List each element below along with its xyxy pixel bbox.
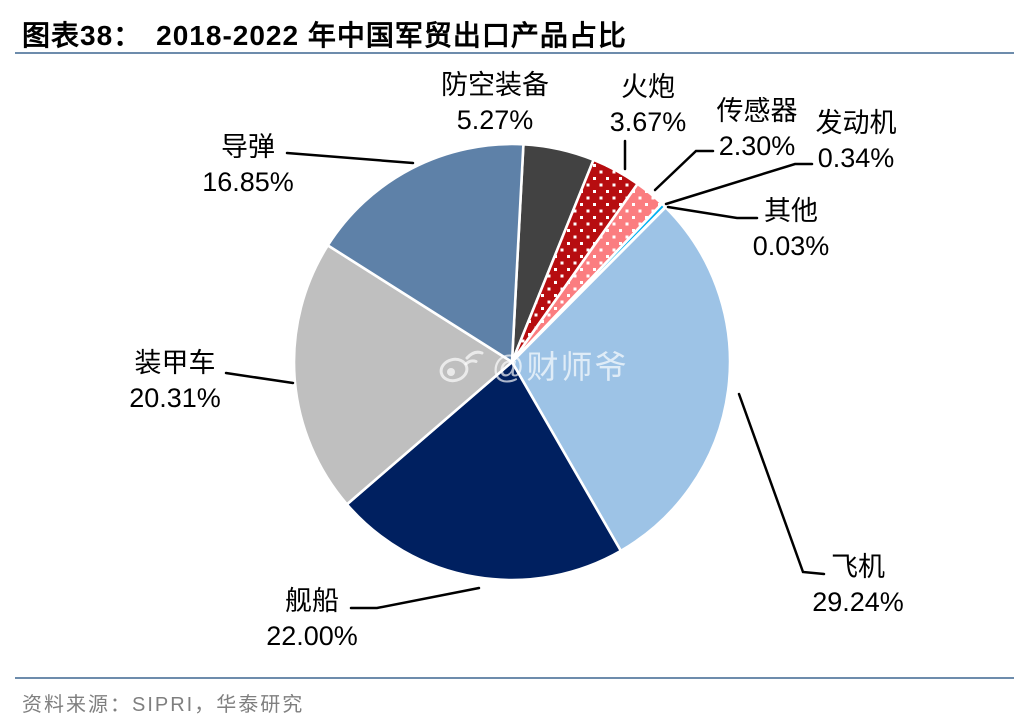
leader-line-armored_vehicles — [224, 371, 295, 385]
pie-slice-missiles — [326, 142, 525, 364]
footer-rule — [15, 677, 1014, 679]
slice-label-sensors: 传感器 2.30% — [637, 94, 877, 164]
leader-line-missiles — [285, 151, 415, 165]
leader-line-ships — [349, 586, 481, 610]
slice-label-engines: 发动机 0.34% — [736, 106, 976, 176]
slice-label-name: 火炮 — [621, 72, 675, 102]
pie-slice-ships — [345, 360, 623, 582]
slice-label-name: 传感器 — [716, 96, 798, 126]
slice-label-artillery: 火炮 3.67% — [528, 70, 768, 140]
slice-label-name: 导弹 — [221, 132, 275, 162]
figure-number: 图表38： — [22, 20, 143, 51]
slice-label-pct: 22.00% — [266, 621, 358, 651]
slice-label-pct: 3.67% — [609, 107, 687, 137]
slice-label-missiles: 导弹 16.85% — [128, 130, 368, 200]
pie-slice-armored_vehicles — [292, 244, 514, 506]
title-rule — [15, 52, 1014, 54]
slice-label-pct: 20.31% — [129, 383, 221, 413]
figure-title: 2018-2022 年中国军贸出口产品占比 — [156, 20, 627, 51]
pie-slice-aircraft — [510, 205, 732, 553]
leader-line-other — [666, 205, 759, 220]
leader-line-sensors — [653, 149, 715, 192]
slice-label-name: 其他 — [764, 196, 818, 226]
slice-label-name: 舰船 — [285, 586, 339, 616]
slice-label-pct: 16.85% — [202, 167, 294, 197]
page-title: 图表38： 2018-2022 年中国军贸出口产品占比 — [22, 14, 627, 54]
slice-label-air_defense: 防空装备 5.27% — [375, 68, 615, 138]
slice-label-pct: 29.24% — [812, 587, 904, 617]
slice-label-name: 装甲车 — [134, 348, 216, 378]
slice-label-pct: 5.27% — [456, 105, 534, 135]
slice-label-pct: 0.34% — [817, 143, 895, 173]
slice-label-pct: 0.03% — [752, 231, 830, 261]
leader-line-aircraft — [737, 392, 826, 576]
slice-label-name: 发动机 — [815, 108, 897, 138]
leader-line-engines — [664, 162, 814, 206]
slice-label-name: 防空装备 — [441, 70, 549, 100]
weibo-icon — [439, 350, 484, 383]
source-note: 资料来源：SIPRI，华泰研究 — [22, 694, 305, 716]
slice-label-pct: 2.30% — [718, 131, 796, 161]
slice-label-name: 飞机 — [831, 552, 885, 582]
watermark: @财师爷 — [438, 342, 629, 388]
slice-label-other: 其他 0.03% — [671, 194, 911, 264]
slice-label-aircraft: 飞机 29.24% — [738, 550, 978, 620]
slice-label-ships: 舰船 22.00% — [192, 584, 432, 654]
watermark-text: @财师爷 — [492, 349, 629, 385]
slice-label-armored_vehicles: 装甲车 20.31% — [55, 346, 295, 416]
